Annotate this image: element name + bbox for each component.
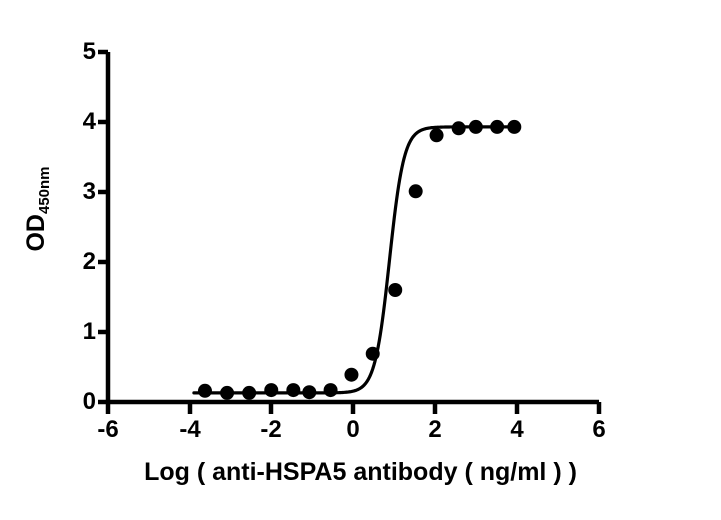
sigmoid-fit-curve <box>192 125 519 395</box>
y-tick-label-0: 0 <box>82 388 96 415</box>
y-axis-ticks <box>98 49 108 405</box>
y-axis-title-subscript: 450nm <box>36 166 53 215</box>
y-axis-title-base: OD <box>22 214 50 252</box>
y-axis-title: OD450nm <box>21 109 55 309</box>
x-tick-label-neg2: -2 <box>260 416 282 443</box>
data-point-markers <box>197 119 522 400</box>
data-point <box>507 119 522 134</box>
x-axis-title: Log ( anti-HSPA5 antibody ( ng/ml ) ) <box>144 458 577 486</box>
y-tick-label-5: 5 <box>82 38 96 65</box>
data-point <box>242 385 257 400</box>
data-point <box>468 119 483 134</box>
x-tick-label-0: 0 <box>346 416 360 443</box>
data-point <box>451 121 466 136</box>
x-tick-label-neg4: -4 <box>179 416 201 443</box>
data-point <box>429 128 444 143</box>
y-tick-label-1: 1 <box>82 318 96 345</box>
data-point <box>344 367 359 382</box>
data-point <box>323 383 338 398</box>
data-series <box>192 119 522 400</box>
x-tick-label-6: 6 <box>592 416 606 443</box>
y-tick-label-2: 2 <box>82 248 96 275</box>
data-point <box>408 184 423 199</box>
data-point <box>388 283 403 297</box>
data-point <box>264 383 279 398</box>
y-tick-label-3: 3 <box>82 178 96 205</box>
data-point <box>365 346 380 361</box>
y-tick-label-4: 4 <box>82 108 96 135</box>
data-point <box>302 385 317 400</box>
x-tick-label-neg6: -6 <box>97 416 119 443</box>
axes <box>98 49 602 414</box>
data-point <box>286 383 301 398</box>
data-point <box>197 383 212 398</box>
x-axis-ticks <box>105 402 602 414</box>
data-point <box>220 385 235 400</box>
data-point <box>490 119 505 134</box>
x-tick-label-4: 4 <box>510 416 524 443</box>
x-tick-label-2: 2 <box>428 416 442 443</box>
